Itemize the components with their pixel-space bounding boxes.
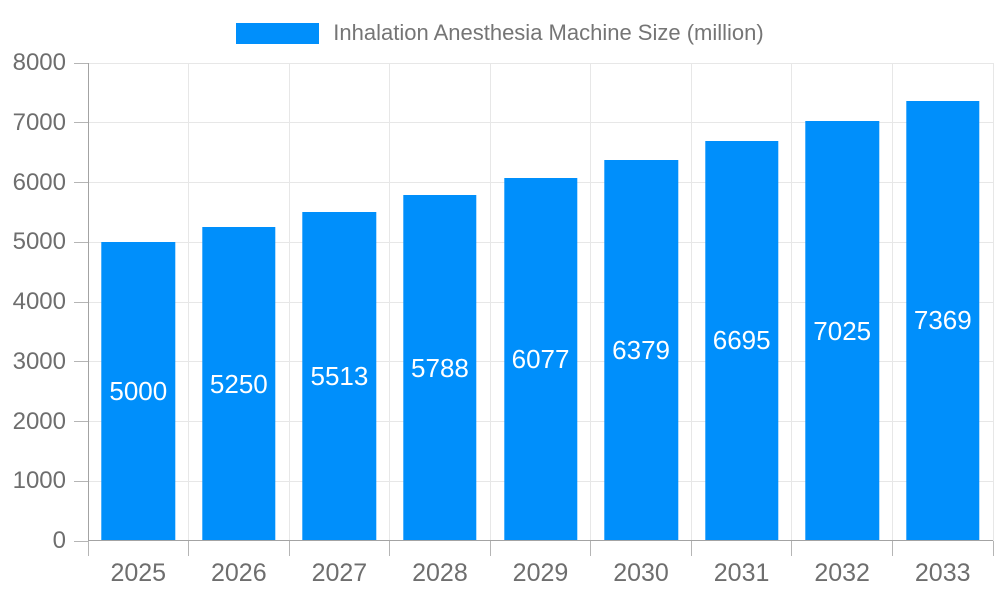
- h-gridline: [88, 122, 993, 124]
- v-gridline: [690, 63, 692, 541]
- x-tick-label: 2025: [110, 559, 167, 587]
- y-axis-labels: 0 1000 2000 3000 4000 5000 6000 7000 8000: [0, 49, 66, 554]
- plot-area: 5000 5250 5513 5788 6077 6379 6695 7025 7369: [88, 62, 994, 541]
- x-tick-mark: [690, 541, 692, 556]
- x-tick-mark: [87, 541, 89, 556]
- bar-value-label: 6077: [511, 343, 570, 374]
- x-tick-mark: [891, 541, 893, 556]
- y-tick-mark: [74, 421, 88, 422]
- y-tick-mark: [74, 241, 88, 243]
- v-gridline: [188, 63, 190, 541]
- x-axis-ticks: [87, 541, 994, 556]
- x-tick-mark: [590, 541, 592, 556]
- x-tick-mark: [288, 541, 290, 556]
- x-tick-label: 2032: [814, 559, 870, 587]
- bar-slot: 7369: [893, 63, 994, 541]
- bar-slot: 6077: [490, 63, 591, 541]
- v-gridline: [489, 63, 491, 541]
- x-axis-line: [88, 540, 993, 541]
- bar-value-label: 6695: [712, 325, 771, 356]
- y-tick-mark: [74, 361, 88, 363]
- v-gridline: [791, 63, 793, 541]
- bar-slot: 6695: [691, 63, 792, 541]
- bar-slot: 5513: [289, 63, 390, 541]
- bar: 5250: [202, 227, 276, 541]
- bar-series: 5000 5250 5513 5788 6077 6379 6695 7025 7369: [88, 63, 993, 541]
- bar-slot: 5000: [88, 63, 189, 541]
- x-axis-labels: 2025 2026 2027 2028 2029 2030 2031 2032 2033: [88, 558, 993, 588]
- y-tick-mark: [74, 62, 88, 64]
- bar-value-label: 5788: [411, 352, 469, 383]
- y-tick-label: 8000: [12, 49, 66, 76]
- bar: 5000: [101, 242, 175, 541]
- y-tick-label: 4000: [12, 288, 66, 315]
- bar: 5788: [403, 195, 477, 541]
- bar: 6379: [604, 159, 678, 541]
- y-tick-mark: [74, 301, 88, 303]
- bar: 7369: [906, 100, 980, 541]
- x-tick-label: 2029: [512, 559, 569, 587]
- v-gridline: [891, 63, 893, 541]
- bar-slot: 5788: [390, 63, 491, 541]
- x-tick-mark: [791, 541, 793, 556]
- x-tick-mark: [188, 541, 190, 556]
- y-axis-line: [88, 63, 89, 556]
- x-tick-mark: [489, 541, 491, 556]
- x-tick-label: 2030: [613, 559, 669, 587]
- h-gridline: [88, 62, 993, 64]
- v-gridline: [590, 63, 592, 541]
- y-tick-label: 5000: [12, 228, 66, 256]
- y-tick-label: 3000: [12, 347, 66, 375]
- bar-value-label: 7025: [813, 315, 872, 346]
- bar-value-label: 5513: [310, 360, 369, 391]
- bar-value-label: 5250: [209, 368, 268, 399]
- y-tick-mark: [74, 540, 88, 542]
- x-tick-label: 2033: [914, 559, 971, 587]
- x-tick-label: 2031: [713, 559, 770, 587]
- legend-item[interactable]: Inhalation Anesthesia Machine Size (mill…: [0, 20, 1000, 46]
- x-tick-label: 2027: [311, 559, 368, 587]
- v-gridline: [992, 63, 994, 541]
- y-tick-label: 2000: [12, 407, 66, 435]
- bar-slot: 7025: [792, 63, 893, 541]
- bar: 5513: [302, 211, 377, 541]
- y-tick-label: 6000: [12, 168, 66, 196]
- v-gridline: [389, 63, 391, 541]
- legend-swatch-icon: [236, 22, 320, 44]
- x-tick-mark: [992, 541, 994, 556]
- y-tick-mark: [74, 122, 88, 124]
- bar: 7025: [805, 121, 879, 541]
- bar-value-label: 6379: [612, 334, 671, 365]
- bar-slot: 5250: [189, 63, 290, 541]
- y-tick-mark: [74, 182, 88, 183]
- bar: 6077: [503, 177, 578, 541]
- bar-slot: 6379: [591, 63, 692, 541]
- x-tick-mark: [389, 541, 391, 556]
- y-tick-label: 0: [52, 527, 66, 554]
- bar-value-label: 7369: [913, 305, 972, 336]
- bar: 6695: [704, 140, 779, 541]
- x-tick-label: 2028: [412, 559, 468, 587]
- y-axis-ticks: [74, 62, 88, 542]
- legend-label: Inhalation Anesthesia Machine Size (mill…: [333, 20, 764, 45]
- y-tick-mark: [74, 480, 88, 482]
- bar-value-label: 5000: [109, 376, 168, 407]
- x-tick-label: 2026: [211, 559, 267, 587]
- y-tick-label: 7000: [12, 108, 66, 136]
- v-gridline: [288, 63, 290, 541]
- y-tick-label: 1000: [12, 467, 66, 495]
